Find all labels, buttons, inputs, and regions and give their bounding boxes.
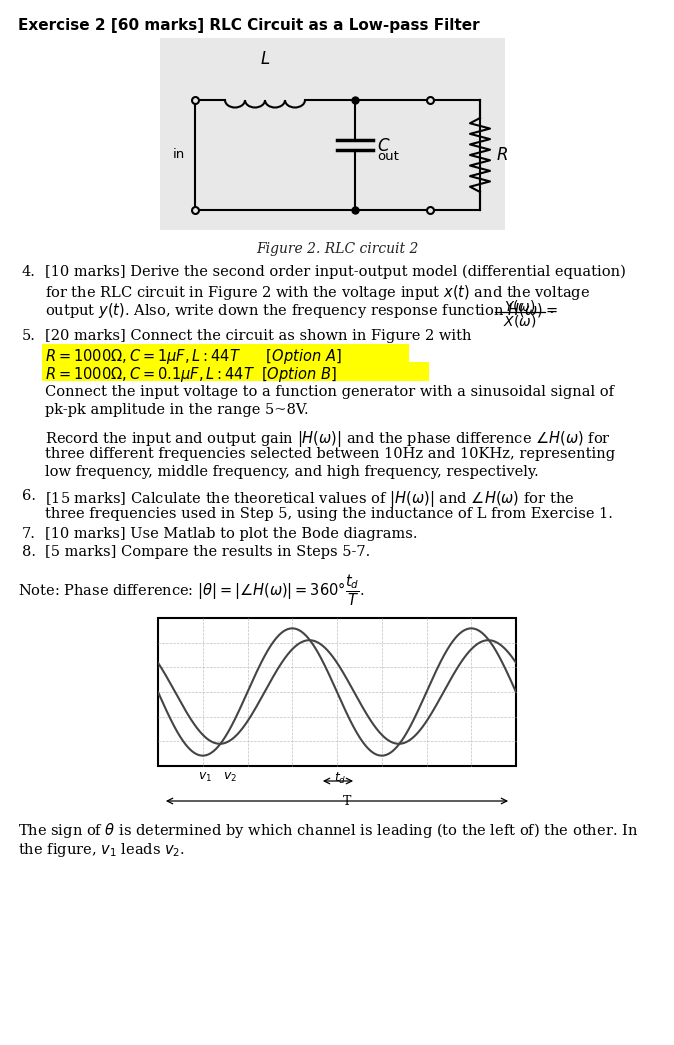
Text: 8.: 8. [22, 545, 36, 559]
Text: $v_1$: $v_1$ [198, 771, 212, 784]
Text: [15 marks] Calculate the theoretical values of $|H(\omega)|$ and $\angle H(\omeg: [15 marks] Calculate the theoretical val… [45, 489, 574, 509]
Text: $X(\omega)$: $X(\omega)$ [503, 314, 537, 329]
FancyBboxPatch shape [158, 618, 516, 766]
FancyBboxPatch shape [42, 362, 429, 381]
Text: low frequency, middle frequency, and high frequency, respectively.: low frequency, middle frequency, and hig… [45, 465, 539, 479]
Text: The sign of $\theta$ is determined by which channel is leading (to the left of) : The sign of $\theta$ is determined by wh… [18, 821, 638, 840]
Text: $v_2$: $v_2$ [223, 771, 237, 784]
Text: 4.: 4. [22, 265, 36, 279]
Text: Note: Phase difference: $|\theta|=|\angle H(\omega)|=360°\dfrac{t_d}{T}$.: Note: Phase difference: $|\theta|=|\angl… [18, 573, 365, 608]
Text: Exercise 2 [60 marks] RLC Circuit as a Low-pass Filter: Exercise 2 [60 marks] RLC Circuit as a L… [18, 18, 480, 33]
Text: [20 marks] Connect the circuit as shown in Figure 2 with: [20 marks] Connect the circuit as shown … [45, 329, 472, 343]
Text: pk-pk amplitude in the range 5~8V.: pk-pk amplitude in the range 5~8V. [45, 403, 309, 417]
Text: $R=1000\Omega,C=0.1\mu F,L:44T$  $[Option\ B]$: $R=1000\Omega,C=0.1\mu F,L:44T$ $[Option… [45, 365, 337, 384]
Text: Connect the input voltage to a function generator with a sinusoidal signal of: Connect the input voltage to a function … [45, 385, 614, 399]
Text: out: out [377, 150, 399, 163]
Text: 6.: 6. [22, 489, 36, 503]
Text: three different frequencies selected between 10Hz and 10KHz, representing: three different frequencies selected bet… [45, 447, 615, 461]
Text: $R$: $R$ [496, 146, 508, 163]
Text: [10 marks] Use Matlab to plot the Bode diagrams.: [10 marks] Use Matlab to plot the Bode d… [45, 527, 417, 541]
Text: [10 marks] Derive the second order input-output model (differential equation): [10 marks] Derive the second order input… [45, 265, 626, 279]
Text: $t_d$: $t_d$ [334, 771, 346, 786]
Text: three frequencies used in Step 5, using the inductance of L from Exercise 1.: three frequencies used in Step 5, using … [45, 507, 613, 521]
Text: 5.: 5. [22, 329, 36, 343]
Text: Record the input and output gain $|H(\omega)|$ and the phase difference $\angle : Record the input and output gain $|H(\om… [45, 429, 611, 449]
Text: 7.: 7. [22, 527, 36, 541]
Text: T: T [343, 795, 351, 808]
Text: $R=1000\Omega,C=1\mu F,L:44T$      $[Option\ A]$: $R=1000\Omega,C=1\mu F,L:44T$ $[Option\ … [45, 347, 342, 366]
Text: .: . [548, 299, 554, 317]
Text: the figure, $v_1$ leads $v_2$.: the figure, $v_1$ leads $v_2$. [18, 841, 185, 859]
Text: $Y(\omega)$: $Y(\omega)$ [504, 298, 536, 314]
FancyBboxPatch shape [160, 38, 505, 230]
Text: [5 marks] Compare the results in Steps 5-7.: [5 marks] Compare the results in Steps 5… [45, 545, 370, 559]
Text: $L$: $L$ [260, 51, 270, 68]
Text: $C$: $C$ [377, 138, 390, 155]
Text: for the RLC circuit in Figure 2 with the voltage input $x(t)$ and the voltage: for the RLC circuit in Figure 2 with the… [45, 283, 590, 302]
Text: Figure 2. RLC circuit 2: Figure 2. RLC circuit 2 [256, 242, 418, 256]
FancyBboxPatch shape [42, 344, 409, 363]
Text: in: in [173, 148, 185, 162]
Text: output $y(t)$. Also, write down the frequency response function $H(\omega)=$: output $y(t)$. Also, write down the freq… [45, 301, 557, 320]
